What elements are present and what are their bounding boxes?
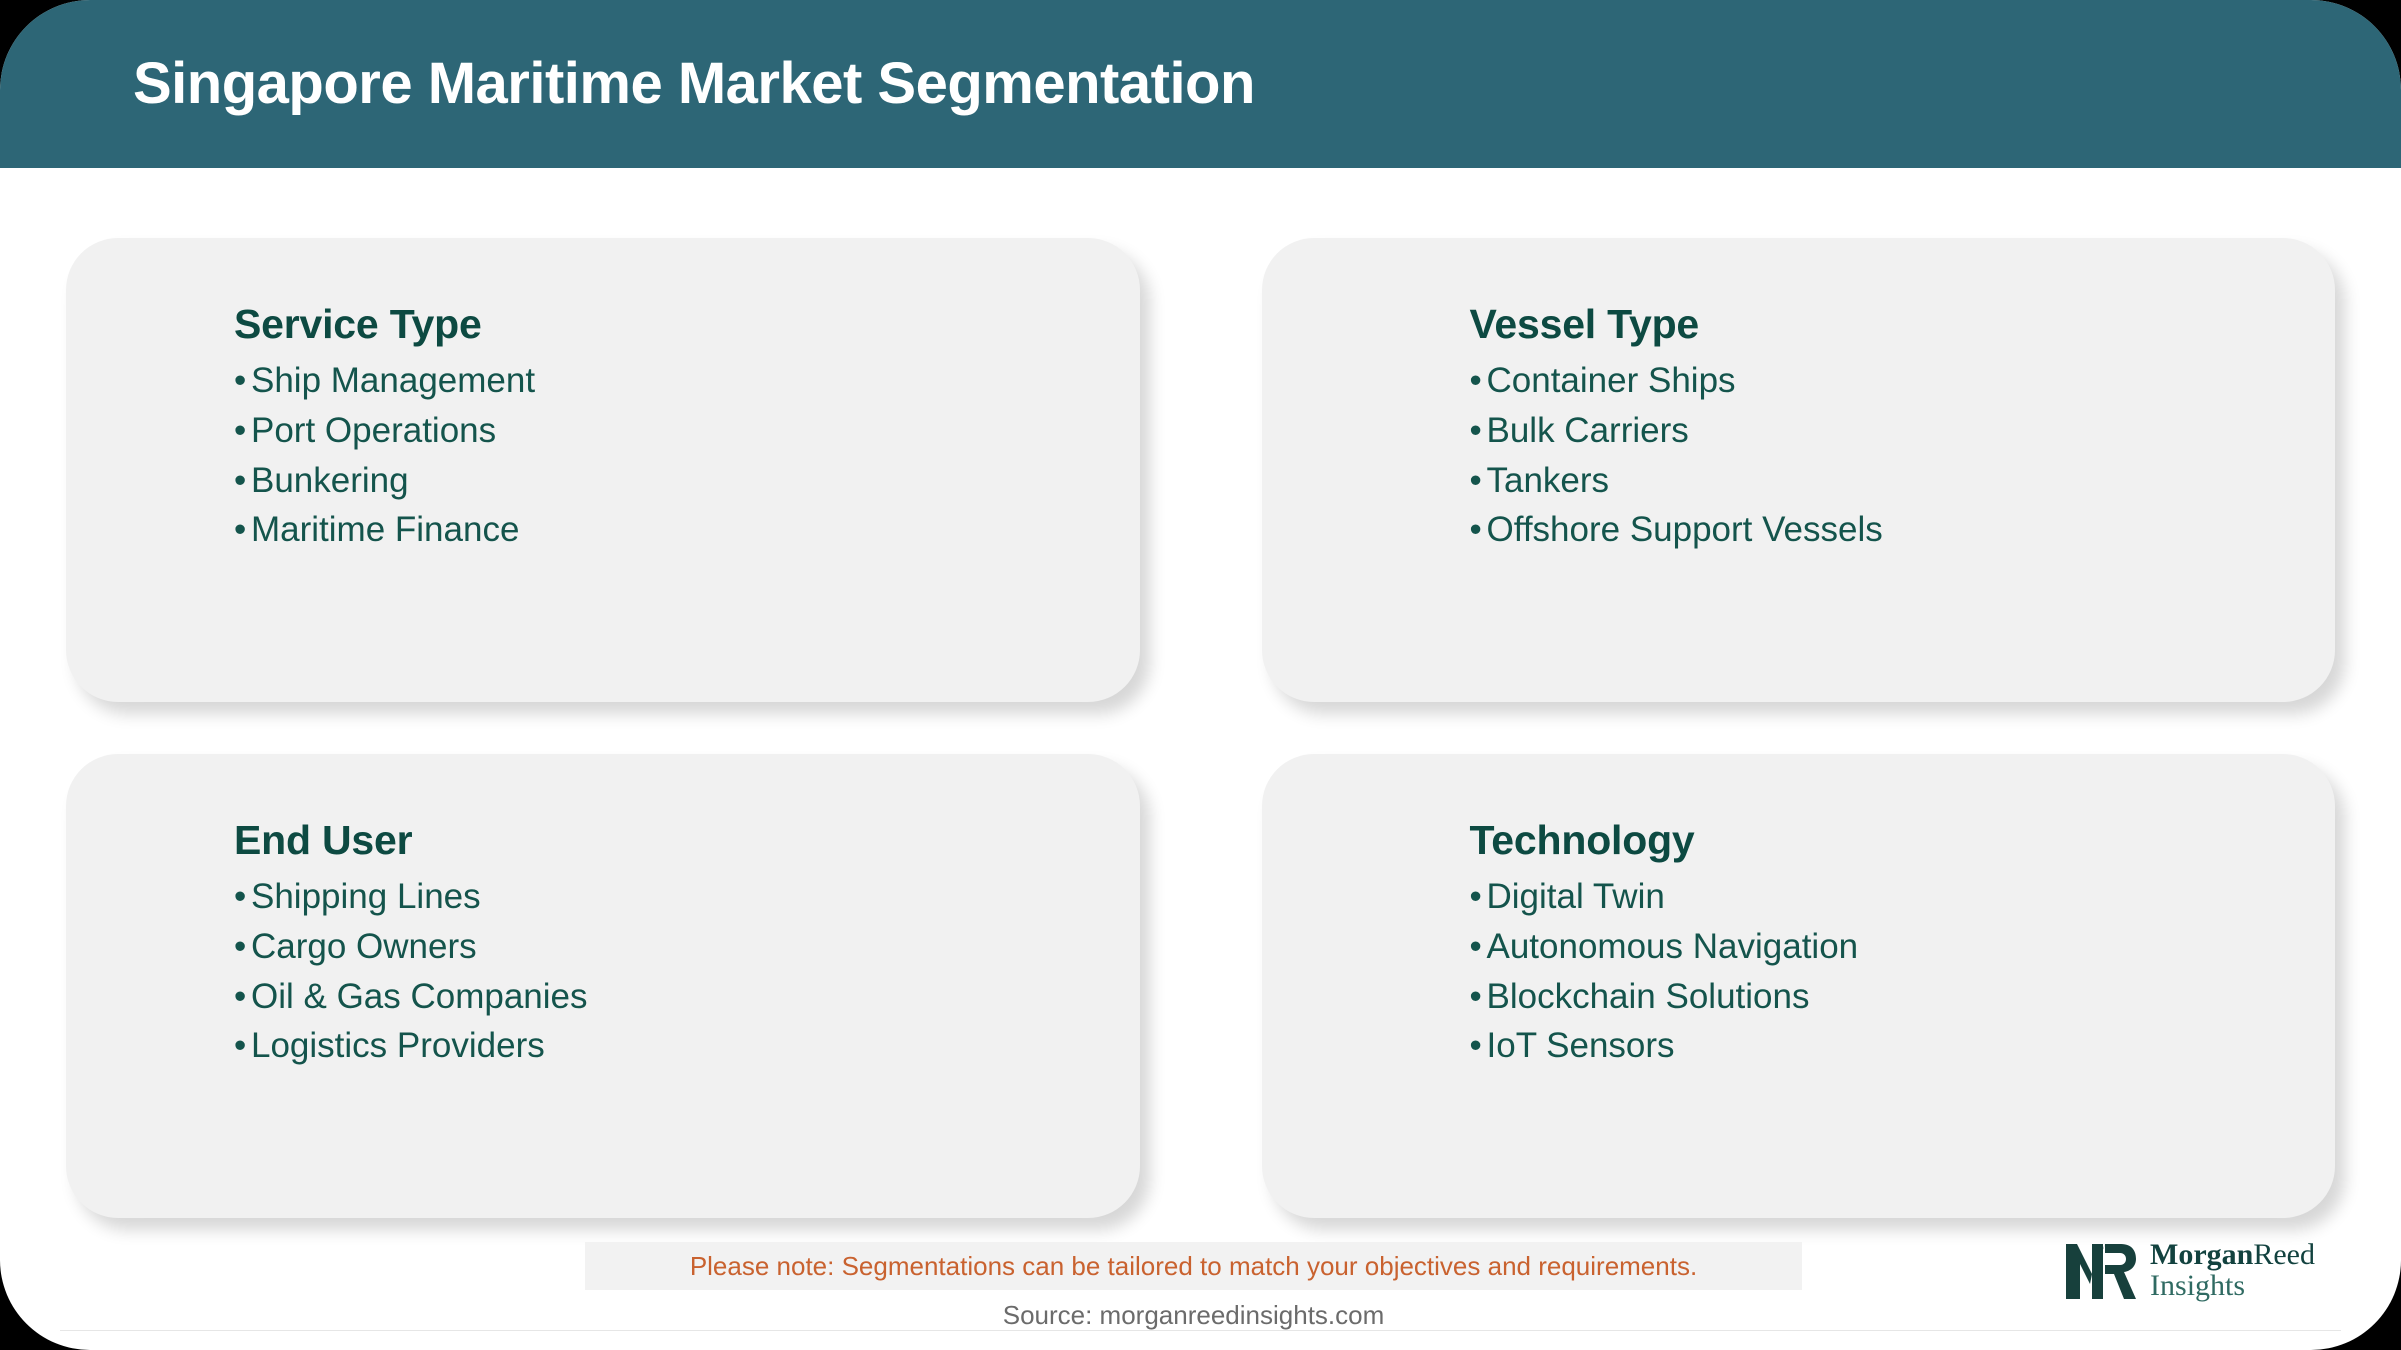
list-item-label: Oil & Gas Companies <box>251 976 588 1016</box>
list-item-label: Offshore Support Vessels <box>1486 510 1883 550</box>
segment-card-title: Service Type <box>234 301 482 347</box>
logo-line-morganreed: MorganReed <box>2150 1238 2315 1271</box>
segment-item-list: • Digital Twin • Autonomous Navigation • Bl… <box>1470 872 2276 1071</box>
mr-monogram-icon <box>2066 1243 2137 1299</box>
list-item: • Bulk Carriers <box>1470 406 2276 456</box>
bullet-icon: • <box>1469 361 1482 401</box>
list-item-label: Autonomous Navigation <box>1486 926 1859 966</box>
brand-logo: MorganReed Insights <box>2064 1238 2315 1302</box>
bullet-icon: • <box>234 926 247 966</box>
list-item: • Container Ships <box>1470 356 2276 406</box>
list-item: • Tankers <box>1470 456 2276 506</box>
list-item: • Shipping Lines <box>234 872 1080 922</box>
segmentation-card-grid: Service Type • Ship Management • Port Oper… <box>0 168 2401 1218</box>
bullet-icon: • <box>1469 510 1482 550</box>
logo-word-insights: Insights <box>2150 1268 2246 1302</box>
list-item-label: Tankers <box>1486 460 1610 500</box>
list-item: • Maritime Finance <box>234 505 1080 555</box>
logo-word-reed: Reed <box>2253 1238 2315 1271</box>
segment-card-technology: Technology • Digital Twin • Autonomous Nav… <box>1261 754 2335 1218</box>
list-item: • Ship Management <box>234 356 1080 406</box>
list-item: • IoT Sensors <box>1470 1021 2276 1071</box>
note-banner: Please note: Segmentations can be tailor… <box>585 1242 1802 1290</box>
segment-card-title: Vessel Type <box>1469 301 1700 347</box>
segment-item-list: • Container Ships • Bulk Carriers • Tankers… <box>1470 356 2276 555</box>
segment-card-service-type: Service Type • Ship Management • Port Oper… <box>66 238 1140 702</box>
list-item: • Offshore Support Vessels <box>1470 505 2276 555</box>
list-item-label: Bulk Carriers <box>1486 410 1689 450</box>
list-item: • Logistics Providers <box>234 1021 1080 1071</box>
page-title: Singapore Maritime Market Segmentation <box>133 51 1255 116</box>
list-item-label: IoT Sensors <box>1486 1026 1675 1066</box>
list-item-label: Shipping Lines <box>251 877 481 917</box>
source-text: Source: morganreedinsights.com <box>1002 1300 1385 1330</box>
list-item-label: Blockchain Solutions <box>1486 976 1810 1016</box>
bullet-icon: • <box>234 877 247 917</box>
list-item-label: Port Operations <box>251 410 497 450</box>
list-item-label: Bunkering <box>251 460 409 500</box>
bullet-icon: • <box>234 361 247 401</box>
segment-item-list: • Shipping Lines • Cargo Owners • Oil & Gas… <box>234 872 1080 1071</box>
bullet-icon: • <box>234 1026 247 1066</box>
list-item: • Port Operations <box>234 406 1080 456</box>
logo-wordmark: MorganReed Insights <box>2150 1238 2315 1302</box>
list-item-label: Logistics Providers <box>251 1026 545 1066</box>
bullet-icon: • <box>1469 877 1482 917</box>
list-item: • Blockchain Solutions <box>1470 972 2276 1022</box>
bullet-icon: • <box>234 460 247 500</box>
bullet-icon: • <box>1469 460 1482 500</box>
bullet-icon: • <box>1469 1026 1482 1066</box>
list-item: • Autonomous Navigation <box>1470 922 2276 972</box>
note-text: Please note: Segmentations can be tailor… <box>689 1251 1698 1281</box>
segment-card-end-user: End User • Shipping Lines • Cargo Owners •… <box>66 754 1140 1218</box>
list-item: • Digital Twin <box>1470 872 2276 922</box>
header-band: Singapore Maritime Market Segmentation <box>0 0 2401 168</box>
list-item-label: Ship Management <box>251 361 536 401</box>
segment-item-list: • Ship Management • Port Operations • Bunke… <box>234 356 1080 555</box>
segment-card-title: Technology <box>1469 817 1695 863</box>
segment-card-vessel-type: Vessel Type • Container Ships • Bulk Carri… <box>1261 238 2335 702</box>
list-item-label: Container Ships <box>1486 361 1736 401</box>
list-item-label: Maritime Finance <box>251 510 520 550</box>
footer: Please note: Segmentations can be tailor… <box>0 1218 2401 1350</box>
bullet-icon: • <box>1469 410 1482 450</box>
bullet-icon: • <box>1469 976 1482 1016</box>
list-item: • Bunkering <box>234 456 1080 506</box>
segment-card-title: End User <box>234 817 413 863</box>
list-item-label: Cargo Owners <box>251 926 477 966</box>
list-item: • Oil & Gas Companies <box>234 972 1080 1022</box>
list-item: • Cargo Owners <box>234 922 1080 972</box>
bullet-icon: • <box>234 976 247 1016</box>
bullet-icon: • <box>234 410 247 450</box>
bullet-icon: • <box>234 510 247 550</box>
list-item-label: Digital Twin <box>1486 877 1665 917</box>
bullet-icon: • <box>1469 926 1482 966</box>
footer-divider <box>60 1330 2341 1331</box>
logo-word-morgan: Morgan <box>2150 1238 2254 1271</box>
